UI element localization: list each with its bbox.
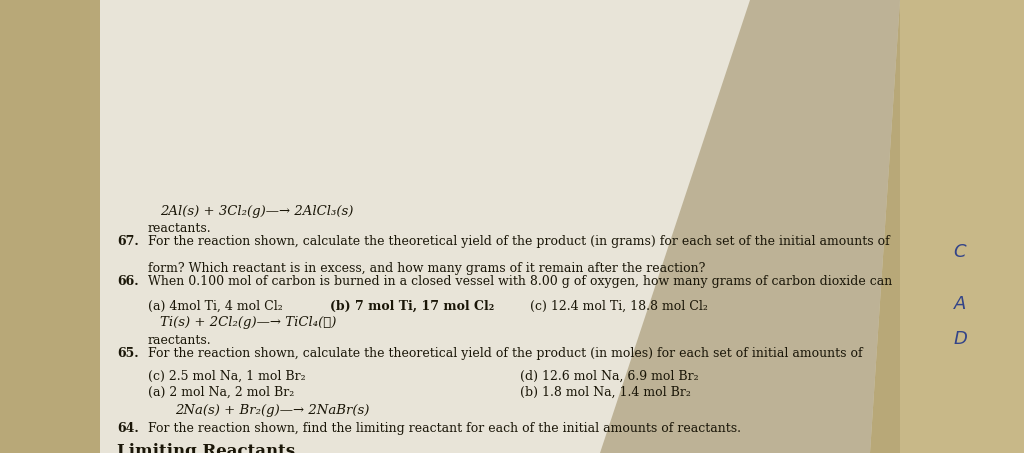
Text: 2Al(s) + 3Cl₂(g)—→ 2AlCl₃(s): 2Al(s) + 3Cl₂(g)—→ 2AlCl₃(s) [160,205,353,218]
Text: For the reaction shown, find the limiting reactant for each of the initial amoun: For the reaction shown, find the limitin… [148,422,741,435]
Text: (b) 1.8 mol Na, 1.4 mol Br₂: (b) 1.8 mol Na, 1.4 mol Br₂ [520,386,691,399]
Text: raectants.: raectants. [148,334,212,347]
Text: For the reaction shown, calculate the theoretical yield of the product (in grams: For the reaction shown, calculate the th… [148,235,890,248]
Text: 66.: 66. [117,275,138,288]
Bar [900,0,1024,453]
Text: D: D [953,330,967,348]
Text: 65.: 65. [117,347,138,360]
Text: For the reaction shown, calculate the theoretical yield of the product (in moles: For the reaction shown, calculate the th… [148,347,862,360]
Text: (b) 7 mol Ti, 17 mol Cl₂: (b) 7 mol Ti, 17 mol Cl₂ [330,300,495,313]
Text: (a) 4mol Ti, 4 mol Cl₂: (a) 4mol Ti, 4 mol Cl₂ [148,300,283,313]
Text: reactants.: reactants. [148,222,212,235]
Text: Ti(s) + 2Cl₂(g)—→ TiCl₄(ℓ): Ti(s) + 2Cl₂(g)—→ TiCl₄(ℓ) [160,316,336,329]
Text: form? Which reactant is in excess, and how many grams of it remain after the rea: form? Which reactant is in excess, and h… [148,262,706,275]
Text: (c) 12.4 mol Ti, 18.8 mol Cl₂: (c) 12.4 mol Ti, 18.8 mol Cl₂ [530,300,708,313]
Text: (a) 2 mol Na, 2 mol Br₂: (a) 2 mol Na, 2 mol Br₂ [148,386,294,399]
Polygon shape [100,0,900,453]
Text: When 0.100 mol of carbon is burned in a closed vessel with 8.00 g of oxygen, how: When 0.100 mol of carbon is burned in a … [148,275,892,288]
Text: Limiting Reactants: Limiting Reactants [117,443,295,453]
Text: (d) 12.6 mol Na, 6.9 mol Br₂: (d) 12.6 mol Na, 6.9 mol Br₂ [520,370,698,383]
Polygon shape [600,0,900,453]
Text: (c) 2.5 mol Na, 1 mol Br₂: (c) 2.5 mol Na, 1 mol Br₂ [148,370,305,383]
Text: A: A [953,295,967,313]
Text: C: C [953,243,967,261]
Text: 64.: 64. [117,422,138,435]
Text: 67.: 67. [117,235,138,248]
Text: 2Na(s) + Br₂(g)—→ 2NaBr(s): 2Na(s) + Br₂(g)—→ 2NaBr(s) [175,404,370,417]
